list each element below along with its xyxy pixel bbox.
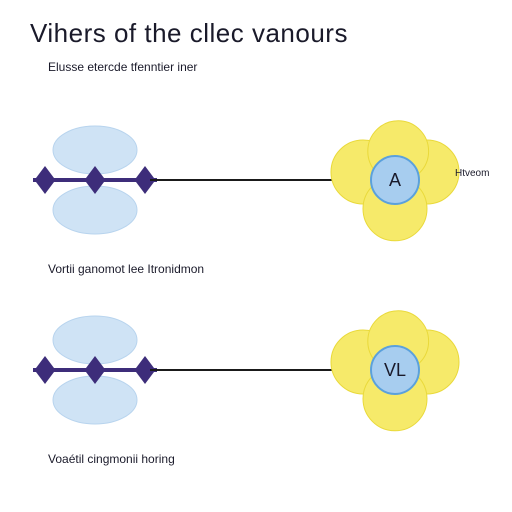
subtitle: Elusse etercde tfenntier iner: [48, 60, 197, 74]
row1-svg: A: [0, 90, 512, 270]
purple-diamond-0: [35, 356, 56, 384]
center-node-label: VL: [384, 360, 406, 380]
purple-diamond-0: [35, 166, 56, 194]
row1-caption: Vortii ganomot lee Itronidmon: [48, 262, 204, 276]
row1-side-label: Htveom: [455, 168, 489, 179]
row2-caption: Voaétil cingmonii horing: [48, 452, 175, 466]
diagram-row-1: A: [0, 90, 512, 260]
diagram-row-2: VL: [0, 280, 512, 450]
center-node-label: A: [389, 170, 401, 190]
row2-svg: VL: [0, 280, 512, 460]
page-title: Vihers of the cllec vanours: [30, 18, 348, 49]
